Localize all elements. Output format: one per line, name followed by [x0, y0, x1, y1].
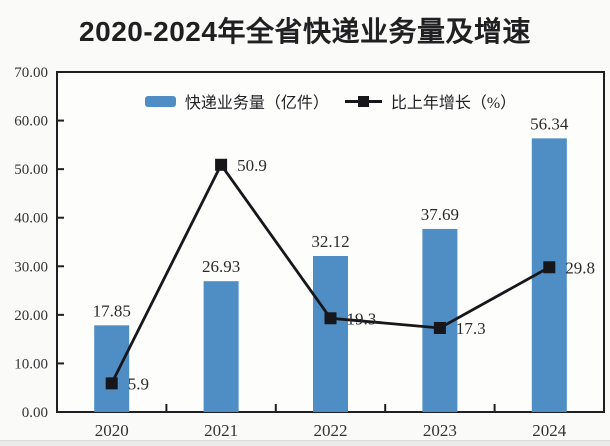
bar	[203, 281, 239, 412]
bar-value-label: 26.93	[202, 257, 240, 276]
chart-title: 2020-2024年全省快递业务量及增速	[79, 16, 531, 47]
line-value-label: 17.3	[456, 319, 486, 338]
y-axis-tick-label: 30.00	[14, 259, 48, 275]
y-axis-tick-label: 0.00	[22, 405, 48, 421]
line-marker	[543, 261, 556, 274]
page-bottom-edge	[0, 440, 610, 446]
bar-value-label: 37.69	[421, 205, 459, 224]
line-marker	[215, 158, 228, 171]
bar-value-label: 32.12	[311, 232, 349, 251]
x-axis-tick-label: 2023	[423, 421, 457, 440]
x-axis-tick-label: 2021	[204, 421, 238, 440]
line-marker	[105, 377, 118, 390]
bar-value-label: 17.85	[93, 301, 131, 320]
y-axis-tick-label: 10.00	[14, 356, 48, 372]
line-value-label: 29.8	[565, 258, 595, 277]
y-axis-tick-label: 40.00	[14, 211, 48, 227]
y-axis-tick-label: 70.00	[14, 65, 48, 81]
line-marker	[324, 312, 337, 325]
line-value-label: 19.3	[347, 309, 377, 328]
line-value-label: 5.9	[128, 374, 149, 393]
bar-value-label: 56.34	[530, 114, 569, 133]
line-marker	[433, 321, 446, 334]
y-axis-tick-label: 20.00	[14, 308, 48, 324]
x-axis-tick-label: 2020	[95, 421, 129, 440]
y-axis-tick-label: 50.00	[14, 162, 48, 178]
line-value-label: 50.9	[237, 156, 267, 175]
bar	[94, 325, 130, 412]
bar	[313, 255, 348, 412]
x-axis-tick-label: 2024	[532, 421, 567, 440]
y-axis-tick-label: 60.00	[14, 114, 48, 130]
x-axis-tick-label: 2022	[314, 421, 348, 440]
